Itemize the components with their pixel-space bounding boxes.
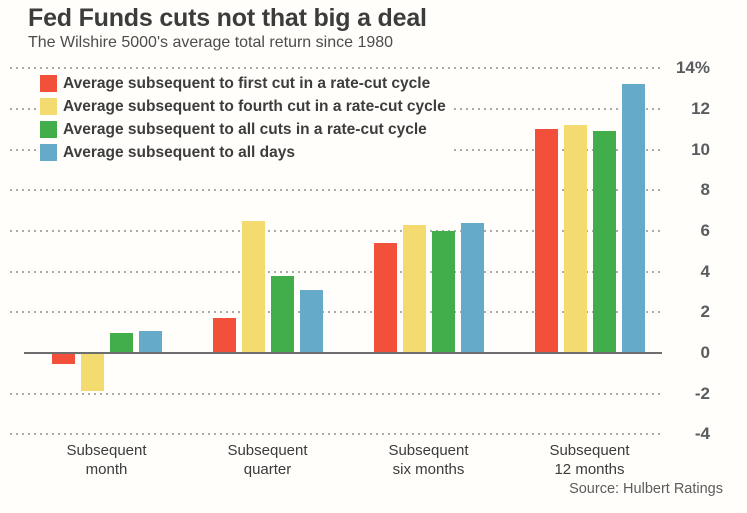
y-tick-label: 6 (700, 220, 710, 240)
bar (299, 289, 323, 353)
chart-title: Fed Funds cuts not that big a deal (28, 4, 427, 32)
gridline (10, 311, 662, 314)
y-tick-label: 2 (700, 302, 710, 322)
gridline (10, 270, 662, 273)
source-attribution: Source: Hulbert Ratings (569, 481, 723, 497)
bar (460, 222, 484, 353)
bar (212, 318, 236, 353)
bar (563, 125, 587, 353)
bar (80, 354, 104, 391)
bar (51, 354, 75, 365)
legend-swatch (40, 121, 57, 138)
legend-label: Average subsequent to all days (63, 143, 296, 161)
legend-swatch (40, 75, 57, 92)
gridline (10, 433, 662, 436)
x-category-label: Subsequent month (66, 442, 147, 478)
bar (241, 220, 265, 353)
bar (138, 330, 162, 353)
chart-subtitle: The Wilshire 5000's average total return… (28, 34, 394, 51)
legend-item: Average subsequent to all days (40, 141, 454, 164)
bar (109, 332, 133, 353)
legend-swatch (40, 98, 57, 115)
bar (373, 243, 397, 353)
x-category-label: Subsequent quarter (227, 442, 308, 478)
legend: Average subsequent to first cut in a rat… (40, 72, 454, 164)
y-tick-label: 4 (700, 261, 710, 281)
zero-axis-line (24, 352, 662, 354)
legend-item: Average subsequent to all cuts in a rate… (40, 118, 454, 141)
y-tick-label: 10 (691, 139, 710, 159)
gridline (10, 67, 662, 70)
y-tick-label: 12 (691, 98, 710, 118)
y-tick-label: 0 (700, 343, 710, 362)
bar (402, 224, 426, 353)
y-tick-label: 14% (675, 58, 710, 78)
legend-label: Average subsequent to fourth cut in a ra… (63, 97, 446, 115)
gridline (10, 229, 662, 232)
x-category-label: Subsequent six months (388, 442, 469, 478)
bar (621, 84, 645, 353)
y-tick-label: 8 (700, 180, 710, 200)
x-category-label: Subsequent 12 months (549, 442, 630, 478)
legend-label: Average subsequent to first cut in a rat… (63, 74, 431, 92)
y-tick-label: -4 (694, 424, 710, 444)
legend-item: Average subsequent to first cut in a rat… (40, 72, 454, 95)
bar (534, 129, 558, 353)
bar (270, 275, 294, 353)
bar (592, 131, 616, 353)
legend-label: Average subsequent to all cuts in a rate… (63, 120, 427, 138)
gridline (10, 392, 662, 395)
y-tick-label: -2 (694, 383, 710, 403)
bar (431, 230, 455, 353)
legend-item: Average subsequent to fourth cut in a ra… (40, 95, 454, 118)
legend-swatch (40, 144, 57, 161)
gridline (10, 189, 662, 192)
